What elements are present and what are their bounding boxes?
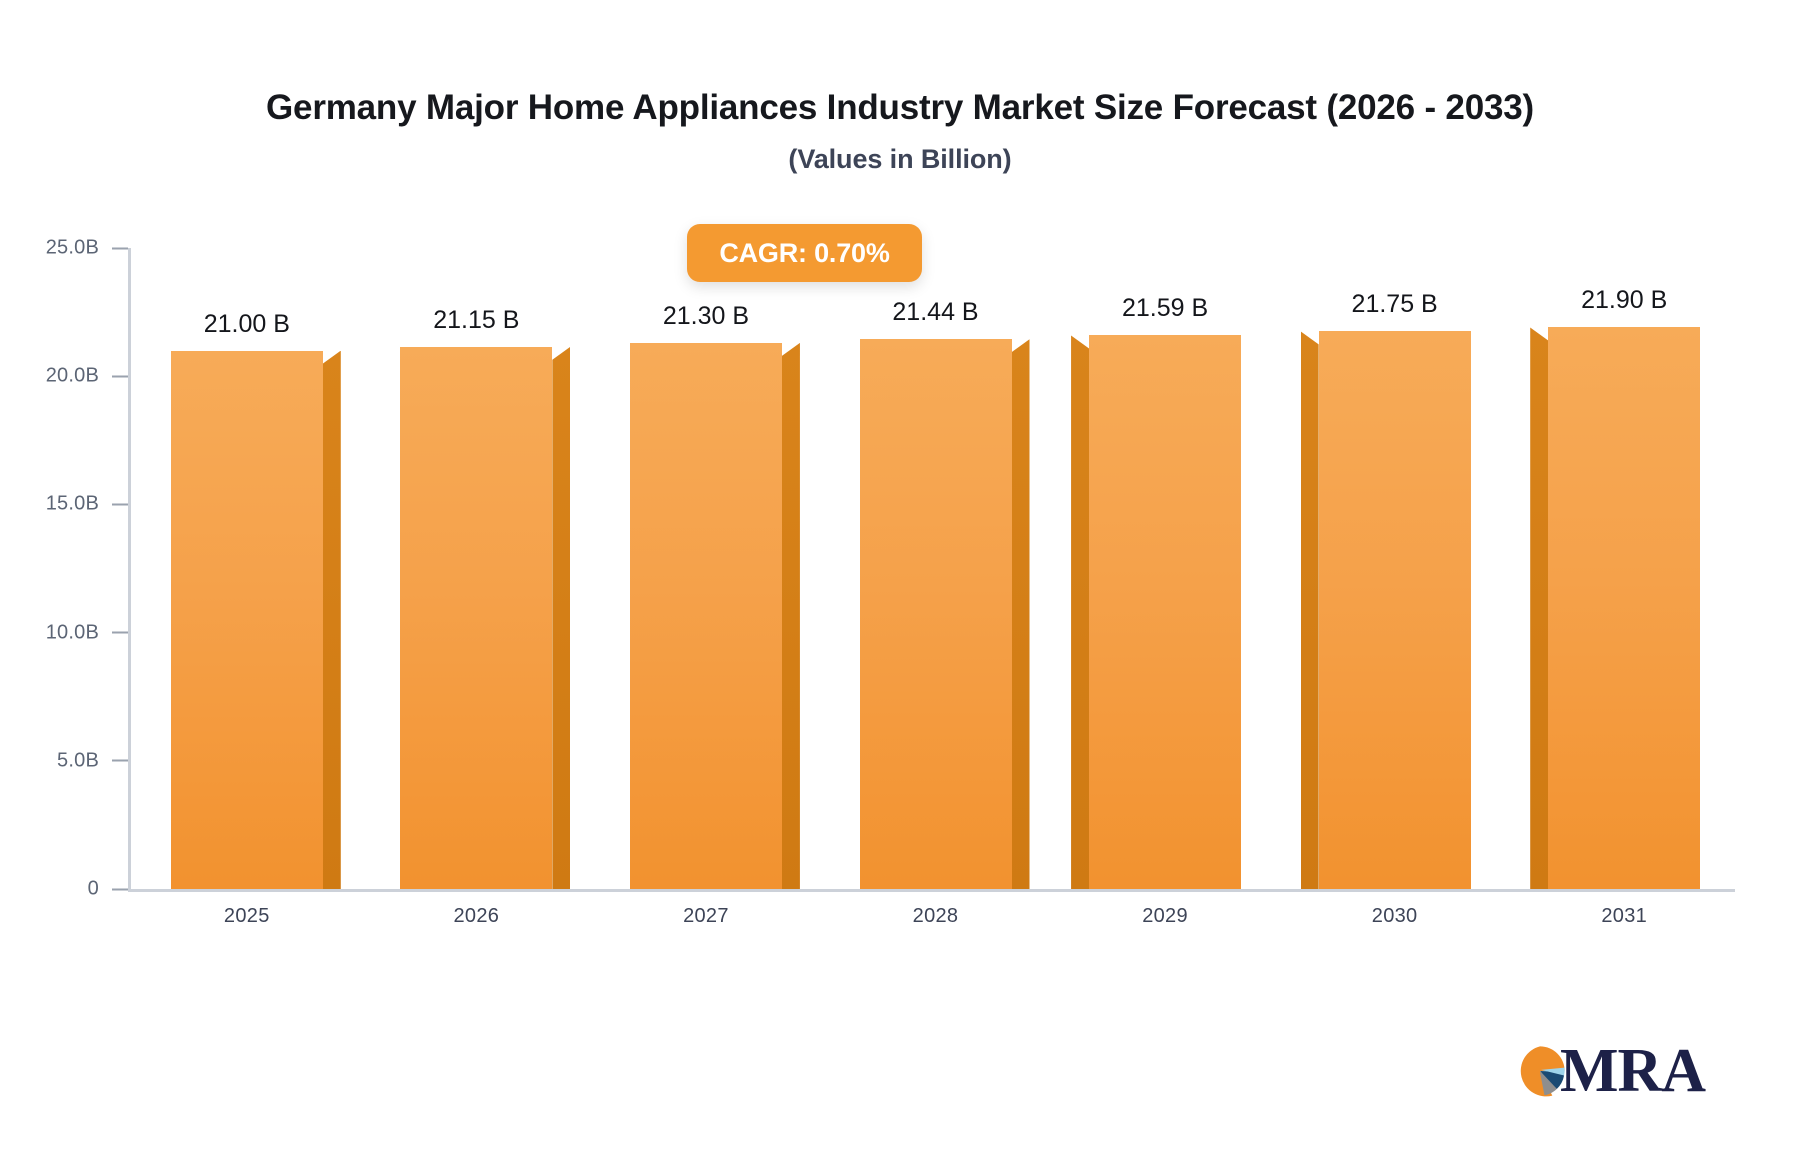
mra-logo: MRA [1512,1037,1706,1105]
y-axis-tick-mark [112,631,128,634]
bar-front-face [1548,327,1701,889]
bar-value-label: 21.15 B [433,305,520,334]
title-block: Germany Major Home Appliances Industry M… [0,88,1800,175]
bar-column[interactable]: 21.75 B [1300,290,1471,889]
y-axis-tick: 5.0B [0,749,128,772]
x-axis-line [128,889,1735,892]
bar-column[interactable]: 21.30 B [629,302,800,889]
plot-area [128,248,1735,892]
x-axis-tick-label: 2030 [1371,905,1418,927]
page-subtitle: (Values in Billion) [788,144,1012,175]
bar-front-face [629,342,782,889]
bar-side-face [781,342,800,889]
bar-value-label: 21.30 B [662,301,750,330]
bar-front-face [1089,335,1242,889]
y-axis-tick: 15.0B [0,493,128,516]
logo-text: MRA [1560,1037,1706,1105]
y-axis-tick-label: 25.0B [45,236,99,259]
y-axis-tick: 10.0B [0,621,128,644]
y-axis-tick-mark [112,503,128,506]
bar-front-face [170,350,323,889]
x-axis-tick-label: 2025 [223,905,270,927]
y-axis-tick-mark [112,888,128,890]
bar-side-face [1011,339,1030,889]
bar-front-face [400,346,553,889]
y-axis-tick-label: 5.0B [57,749,99,772]
bar-value-label: 21.75 B [1351,290,1438,319]
y-axis-line [128,248,131,892]
y-axis-tick-label: 20.0B [45,364,99,387]
bar-column[interactable]: 21.90 B [1530,286,1701,889]
bar-column[interactable]: 21.44 B [859,298,1030,889]
y-axis-tick-label: 15.0B [45,492,99,515]
y-axis-tick-label: 0 [87,877,99,900]
x-axis: 2025 2026 2027 2028 2029 2030 2031 [128,905,1735,945]
pie-chart-logo-icon [1520,1046,1565,1097]
x-axis-tick-label: 2029 [1142,905,1188,927]
x-axis-tick-label: 2031 [1601,905,1648,927]
y-axis-tick: 0 [0,878,128,901]
y-axis-tick-mark [112,247,128,249]
y-axis-tick-mark [112,375,128,378]
bar-side-face [1071,335,1090,889]
bar-value-label: 21.59 B [1121,294,1209,323]
y-axis-tick: 20.0B [0,365,128,388]
x-axis-tick-label: 2028 [912,905,959,927]
bar-side-face [1300,331,1319,889]
bar-series: 21.00 B 21.15 B 21.30 B 21.44 B 21.59 B 21.75… [128,248,1735,892]
bar-value-label: 21.44 B [892,298,979,327]
x-axis-tick-label: 2027 [683,905,729,927]
cagr-badge: CAGR: 0.70% [687,224,922,282]
bar-column[interactable]: 21.15 B [400,306,571,889]
y-axis-tick: 25.0B [0,237,128,260]
bar-front-face [1318,331,1471,889]
y-axis-tick-label: 10.0B [45,621,99,644]
cagr-badge-label: CAGR: 0.70% [719,237,890,268]
bar-column[interactable]: 21.59 B [1071,294,1242,889]
bar-value-label: 21.90 B [1581,286,1668,315]
y-axis-tick-mark [112,759,128,762]
bar-side-face [1530,327,1549,889]
bar-side-face [322,350,341,889]
bar-front-face [859,339,1012,889]
bar-column[interactable]: 21.00 B [170,310,341,889]
bar-value-label: 21.00 B [203,309,290,338]
x-axis-tick-label: 2026 [453,905,500,927]
page-title: Germany Major Home Appliances Industry M… [266,88,1534,127]
bar-side-face [552,346,571,889]
